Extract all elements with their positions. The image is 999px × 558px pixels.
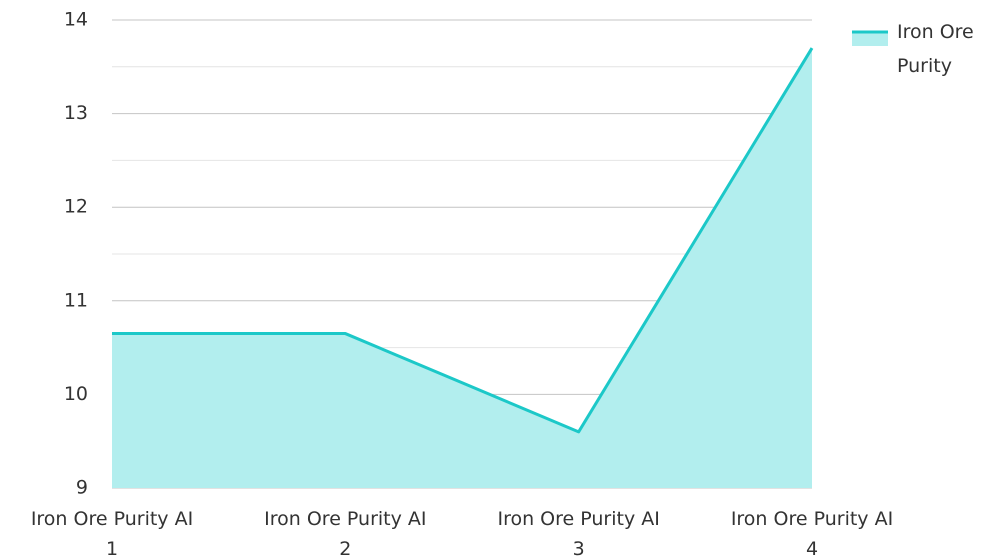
y-tick-label: 11 (64, 289, 88, 311)
x-tick-label: Iron Ore Purity AI 3 (497, 508, 659, 558)
area-line (112, 47, 814, 434)
y-tick-label: 10 (64, 383, 88, 405)
y-tick-label: 12 (64, 196, 88, 218)
legend-label: Iron Ore Purity (897, 21, 974, 77)
y-tick-label: 13 (64, 102, 88, 124)
x-tick-label: Iron Ore Purity AI 4 (731, 508, 893, 558)
legend-swatch (852, 32, 888, 46)
area-fill (112, 48, 812, 488)
x-tick-label: Iron Ore Purity AI 1 (31, 508, 193, 558)
x-tick-label: Iron Ore Purity AI 2 (264, 508, 426, 558)
y-tick-label: 14 (64, 9, 88, 31)
y-tick-label: 9 (76, 477, 88, 499)
